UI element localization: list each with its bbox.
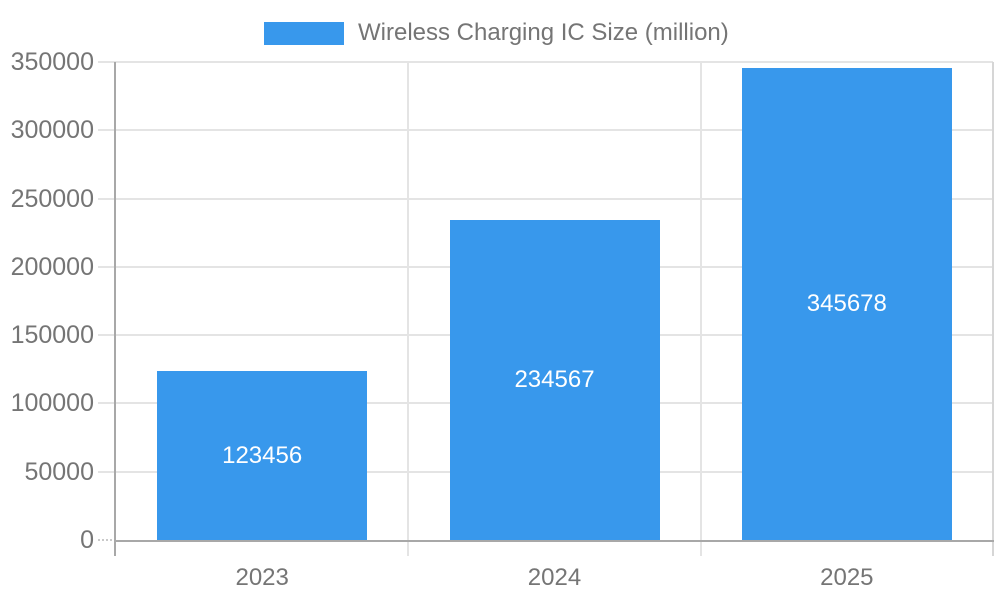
y-axis-label: 100000 [10, 389, 94, 418]
y-axis-label: 150000 [10, 321, 94, 350]
chart-legend[interactable]: Wireless Charging IC Size (million) [264, 21, 729, 45]
gridline-vertical [407, 62, 410, 556]
y-axis-tick [98, 61, 116, 63]
gridline-horizontal [116, 129, 993, 132]
plot-right-border [992, 62, 994, 556]
x-axis-label: 2024 [527, 564, 582, 591]
y-axis-tick [98, 402, 116, 405]
bar-value-label: 123456 [222, 441, 303, 469]
y-axis-label: 50000 [24, 457, 94, 486]
y-axis-label: 0 [80, 526, 94, 554]
y-axis-tick [98, 539, 116, 541]
y-axis-tick [98, 470, 116, 473]
bar-value-label: 234567 [514, 365, 595, 393]
gridline-vertical [699, 62, 702, 556]
y-axis-label: 250000 [10, 184, 94, 213]
x-axis-line [114, 540, 994, 542]
bar-2024[interactable] [449, 219, 660, 540]
y-axis-tick [98, 129, 116, 132]
y-axis-line [114, 62, 116, 556]
x-axis-label: 2023 [235, 564, 289, 591]
legend-swatch [264, 21, 344, 45]
x-axis-label: 2025 [820, 564, 874, 591]
y-axis-tick [98, 334, 116, 337]
y-axis-label: 350000 [10, 48, 94, 76]
y-axis-tick [98, 265, 116, 268]
y-axis-tick [98, 197, 116, 200]
bar-2023[interactable] [157, 371, 368, 540]
bar-2025[interactable] [741, 67, 952, 540]
gridline-horizontal [116, 197, 993, 200]
y-axis-label: 300000 [10, 116, 94, 145]
gridline-horizontal [116, 61, 993, 63]
y-axis-label: 200000 [10, 252, 94, 281]
bar-value-label: 345678 [806, 289, 887, 317]
legend-series-label: Wireless Charging IC Size (million) [358, 19, 729, 46]
